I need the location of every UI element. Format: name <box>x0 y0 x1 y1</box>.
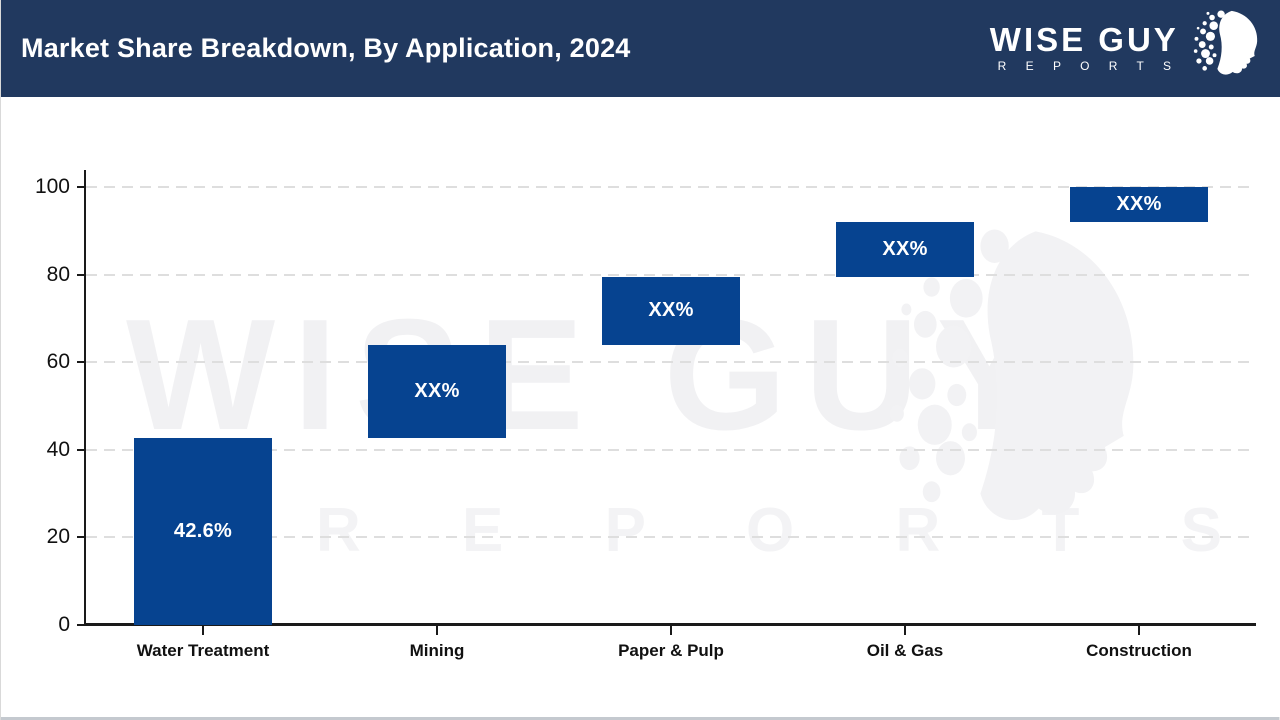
brand-logo: WISE GUY R E P O R T S <box>990 6 1267 88</box>
brand-name: WISE GUY <box>989 20 1179 58</box>
gridline-y-100 <box>86 186 1256 188</box>
y-tick-label-60: 60 <box>46 350 70 374</box>
x-tick-4 <box>1138 626 1140 635</box>
x-axis-line <box>84 623 1256 626</box>
bottom-border <box>1 717 1279 720</box>
watermark-brand-subtext: R E P O R T S <box>316 496 1264 565</box>
brand-logo-text: WISE GUY R E P O R T S <box>989 20 1179 73</box>
y-tick-0 <box>77 624 85 626</box>
bar-value-label: XX% <box>1116 192 1162 215</box>
y-axis-line <box>84 170 86 625</box>
gridline-y-60 <box>86 361 1256 364</box>
y-tick-label-20: 20 <box>46 525 70 549</box>
x-category-label-3: Oil & Gas <box>866 641 944 660</box>
bar-water-treatment: 42.6% <box>134 438 272 625</box>
x-category-label-1: Mining <box>409 641 465 660</box>
bar-value-label: XX% <box>648 299 694 322</box>
x-tick-0 <box>202 626 204 635</box>
x-category-label-4: Construction <box>1086 641 1192 660</box>
y-tick-20 <box>77 536 85 539</box>
bar-value-label: XX% <box>414 380 460 403</box>
bar-construction: XX% <box>1070 187 1208 222</box>
bar-mining: XX% <box>368 345 506 439</box>
x-tick-2 <box>670 626 672 635</box>
y-tick-label-0: 0 <box>58 613 70 636</box>
y-tick-80 <box>77 273 85 276</box>
page-title: Market Share Breakdown, By Application, … <box>21 33 631 63</box>
bar-oil-gas: XX% <box>836 221 974 277</box>
y-tick-label-80: 80 <box>46 262 70 286</box>
gridline-y-40 <box>86 448 1256 451</box>
chart-area: WISE GUY R E P O R T S 0 20 40 60 80 100 Water… <box>1 97 1280 717</box>
x-category-label-2: Paper & Pulp <box>618 641 724 660</box>
face-logo-icon <box>1193 10 1258 75</box>
watermark-brand-text: WISE GUY <box>126 287 1061 463</box>
plot-area: 0 20 40 60 80 100 Water Treatment Mining Paper &… <box>35 170 1256 660</box>
y-tick-100 <box>77 186 85 188</box>
bar-value-label: XX% <box>882 237 928 260</box>
gridline-y-80 <box>86 273 1256 276</box>
bar-paper-pulp: XX% <box>602 276 740 346</box>
y-tick-label-100: 100 <box>34 175 70 198</box>
x-tick-1 <box>436 626 438 635</box>
x-tick-3 <box>904 626 906 635</box>
y-tick-40 <box>77 448 85 451</box>
x-category-label-0: Water Treatment <box>136 641 270 660</box>
y-tick-label-40: 40 <box>46 437 70 461</box>
y-tick-60 <box>77 361 85 364</box>
gridline-y-20 <box>86 536 1256 539</box>
header-banner: Market Share Breakdown, By Application, … <box>1 0 1280 97</box>
brand-subname: R E P O R T S <box>997 58 1179 73</box>
bar-value-label: 42.6% <box>173 520 233 543</box>
